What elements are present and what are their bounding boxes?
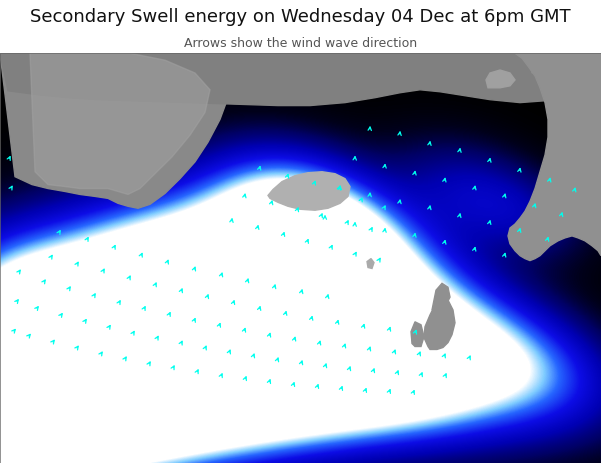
Polygon shape	[0, 53, 601, 106]
Polygon shape	[367, 259, 374, 269]
Polygon shape	[530, 53, 601, 88]
Polygon shape	[424, 297, 455, 350]
Text: Secondary Swell energy on Wednesday 04 Dec at 6pm GMT: Secondary Swell energy on Wednesday 04 D…	[30, 8, 571, 26]
Polygon shape	[490, 53, 601, 261]
Polygon shape	[268, 172, 350, 210]
Polygon shape	[486, 70, 515, 88]
Polygon shape	[30, 53, 210, 194]
Polygon shape	[432, 283, 450, 310]
Polygon shape	[411, 322, 424, 346]
Polygon shape	[0, 53, 230, 208]
Text: Arrows show the wind wave direction: Arrows show the wind wave direction	[184, 37, 417, 50]
